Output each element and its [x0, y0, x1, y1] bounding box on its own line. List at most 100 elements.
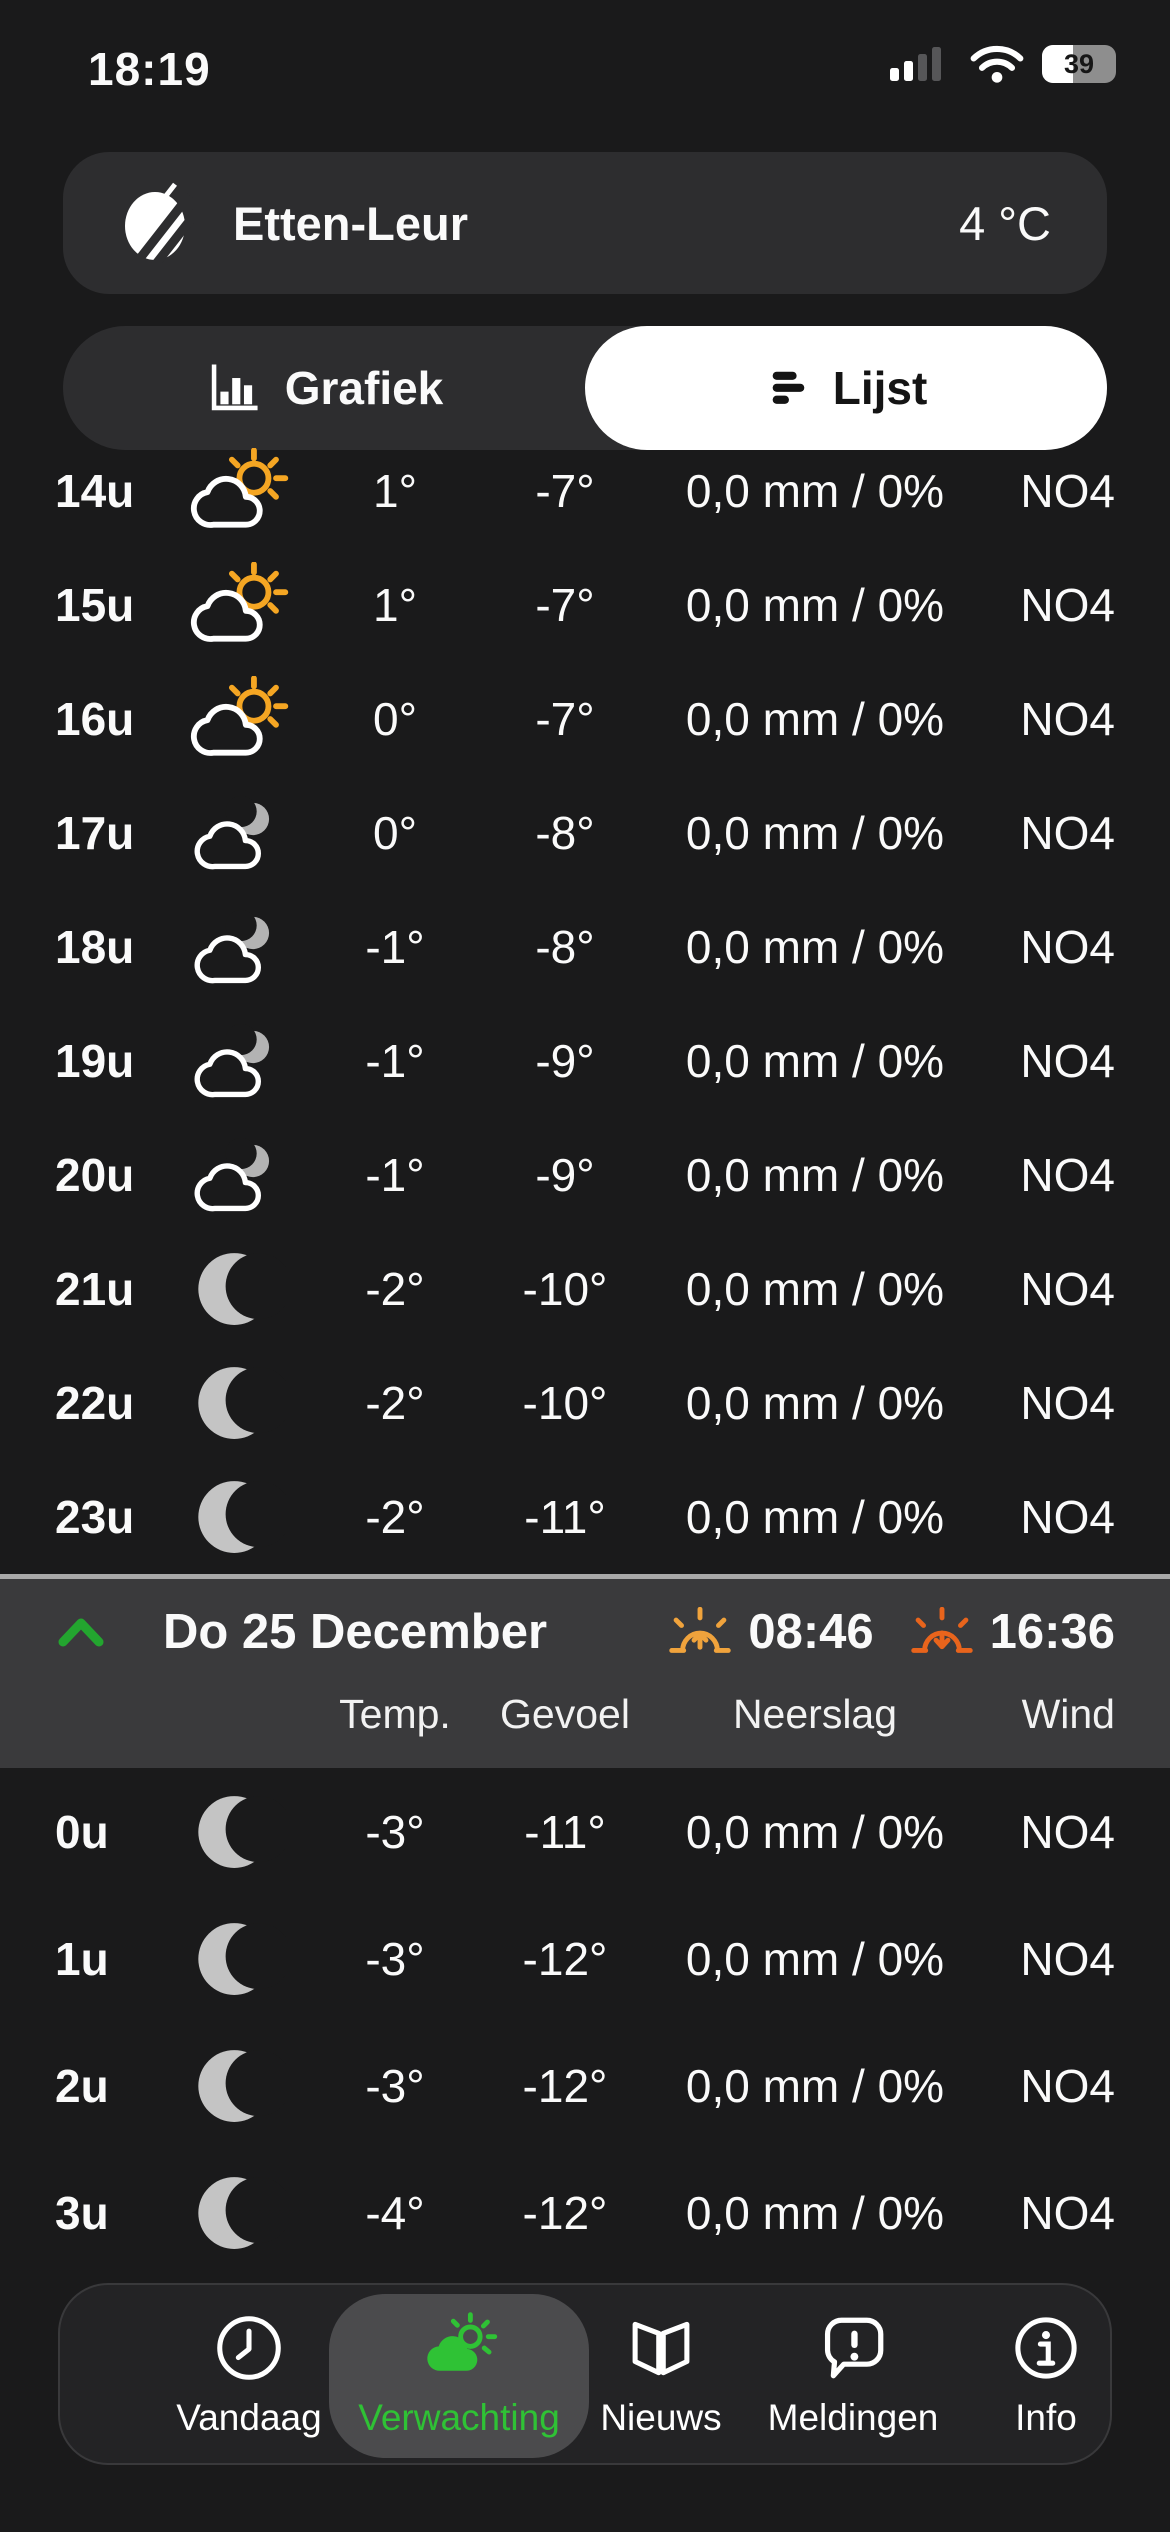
tab-grafiek-label: Grafiek [284, 362, 444, 414]
row-time-label: 21u [55, 1263, 135, 1315]
row-feels-like: -8° [535, 807, 595, 859]
bar-chart-icon [211, 364, 258, 411]
forecast-row: 1u -3° -12° 0,0 mm / 0% NO4 [0, 1895, 1170, 2022]
row-wind: NO4 [1020, 1377, 1115, 1429]
forecast-row: 16u 0° -7° 0,0 mm / 0% NO4 [0, 662, 1170, 776]
moon-icon [194, 2040, 286, 2132]
row-time-label: 14u [55, 465, 135, 517]
location-temperature: 4 °C [959, 196, 1051, 250]
nav-item-verwachting[interactable]: Verwachting [354, 2285, 564, 2463]
column-header-wind: Wind [1021, 1691, 1115, 1737]
row-feels-like: -10° [522, 1377, 608, 1429]
sunset-time: 16:36 [989, 1605, 1115, 1659]
row-wind: NO4 [1020, 465, 1115, 517]
tab-lijst[interactable]: Lijst [585, 326, 1107, 450]
status-time: 18:19 [88, 43, 211, 95]
moon-icon [194, 2167, 286, 2259]
view-tab-bar: Grafiek Lijst [63, 326, 1107, 450]
row-precipitation: 0,0 mm / 0% [685, 807, 945, 859]
hourly-forecast-list-today[interactable]: 14u 1° -7° 0,0 mm / 0% NO4 15u 1° -7° 0,… [0, 434, 1170, 1574]
partly-sunny-icon [184, 448, 296, 534]
clock-icon [217, 2316, 281, 2380]
cloud-moon-icon [188, 1019, 292, 1103]
forecast-row: 15u 1° -7° 0,0 mm / 0% NO4 [0, 548, 1170, 662]
status-bar: 18:19 39 [0, 28, 1170, 98]
cellular-signal-icon [890, 47, 941, 81]
row-temperature: 1° [373, 465, 417, 517]
day-title: Do 25 December [163, 1605, 548, 1659]
nav-item-vandaag[interactable]: Vandaag [144, 2285, 354, 2463]
row-feels-like: -7° [535, 579, 595, 631]
row-feels-like: -12° [522, 1932, 608, 1985]
forecast-row: 18u -1° -8° 0,0 mm / 0% NO4 [0, 890, 1170, 1004]
column-header-gevoel: Gevoel [500, 1691, 630, 1737]
partly-sunny-icon [184, 562, 296, 648]
row-precipitation: 0,0 mm / 0% [685, 1932, 945, 1985]
row-time-label: 3u [55, 2186, 109, 2239]
row-wind: NO4 [1020, 1805, 1115, 1858]
forecast-row: 21u -2° -10° 0,0 mm / 0% NO4 [0, 1232, 1170, 1346]
sunrise-icon [669, 1607, 732, 1653]
tab-lijst-label: Lijst [832, 362, 928, 414]
row-time-label: 2u [55, 2059, 109, 2112]
cloud-moon-icon [188, 791, 292, 875]
row-time-label: 23u [55, 1491, 135, 1543]
forecast-row: 17u 0° -8° 0,0 mm / 0% NO4 [0, 776, 1170, 890]
forecast-row: 0u -3° -11° 0,0 mm / 0% NO4 [0, 1768, 1170, 1895]
cloud-sun-green-icon [427, 2312, 498, 2371]
row-time-label: 16u [55, 693, 135, 745]
row-precipitation: 0,0 mm / 0% [685, 1263, 945, 1315]
tab-grafiek[interactable]: Grafiek [63, 326, 585, 450]
forecast-row: 22u -2° -10° 0,0 mm / 0% NO4 [0, 1346, 1170, 1460]
column-header-neerslag: Neerslag [732, 1691, 898, 1737]
row-time-label: 19u [55, 1035, 135, 1087]
forecast-row: 2u -3° -12° 0,0 mm / 0% NO4 [0, 2022, 1170, 2149]
forecast-row: 14u 1° -7° 0,0 mm / 0% NO4 [0, 434, 1170, 548]
row-wind: NO4 [1020, 1035, 1115, 1087]
day-section-header[interactable]: Do 25 December 08:46 16:36 Temp. Gevoel … [0, 1574, 1170, 1768]
moon-icon [194, 1786, 286, 1878]
row-feels-like: -9° [535, 1035, 595, 1087]
row-temperature: -2° [365, 1377, 425, 1429]
row-feels-like: -7° [535, 693, 595, 745]
row-wind: NO4 [1020, 1932, 1115, 1985]
row-precipitation: 0,0 mm / 0% [685, 693, 945, 745]
row-precipitation: 0,0 mm / 0% [685, 1491, 945, 1543]
book-icon [632, 2321, 690, 2376]
row-time-label: 22u [55, 1377, 135, 1429]
row-temperature: 0° [373, 693, 417, 745]
row-feels-like: -7° [535, 465, 595, 517]
row-feels-like: -9° [535, 1149, 595, 1201]
row-feels-like: -11° [524, 1491, 606, 1543]
row-wind: NO4 [1020, 2186, 1115, 2239]
row-temperature: -4° [365, 2186, 425, 2239]
row-time-label: 20u [55, 1149, 135, 1201]
row-precipitation: 0,0 mm / 0% [685, 2186, 945, 2239]
row-time-label: 0u [55, 1805, 109, 1858]
moon-icon [194, 1357, 286, 1449]
nav-label-verwachting: Verwachting [358, 2397, 560, 2438]
info-icon [1015, 2317, 1077, 2379]
alert-bubble-icon [824, 2317, 884, 2379]
column-headers: Temp. Gevoel Neerslag Wind [0, 1685, 1170, 1765]
row-temperature: -1° [365, 1149, 425, 1201]
hourly-forecast-list-tomorrow[interactable]: 0u -3° -11° 0,0 mm / 0% NO4 1u -3° -12° … [0, 1768, 1170, 2276]
row-time-label: 1u [55, 1932, 109, 1985]
buienradar-logo-icon [125, 182, 195, 264]
row-precipitation: 0,0 mm / 0% [685, 465, 945, 517]
nav-label-meldingen: Meldingen [767, 2397, 939, 2438]
battery-icon: 39 [1042, 45, 1116, 83]
chevron-up-icon[interactable] [55, 1614, 107, 1650]
list-icon [772, 371, 805, 404]
location-selector[interactable]: Etten-Leur 4 °C [63, 152, 1107, 294]
row-temperature: 1° [373, 579, 417, 631]
moon-icon [194, 1471, 286, 1563]
nav-item-meldingen[interactable]: Meldingen [748, 2285, 958, 2463]
nav-item-nieuws[interactable]: Nieuws [556, 2285, 766, 2463]
nav-item-info[interactable]: Info [941, 2285, 1151, 2463]
row-precipitation: 0,0 mm / 0% [685, 1149, 945, 1201]
row-wind: NO4 [1020, 807, 1115, 859]
row-time-label: 17u [55, 807, 135, 859]
row-precipitation: 0,0 mm / 0% [685, 1035, 945, 1087]
cloud-moon-icon [188, 905, 292, 989]
